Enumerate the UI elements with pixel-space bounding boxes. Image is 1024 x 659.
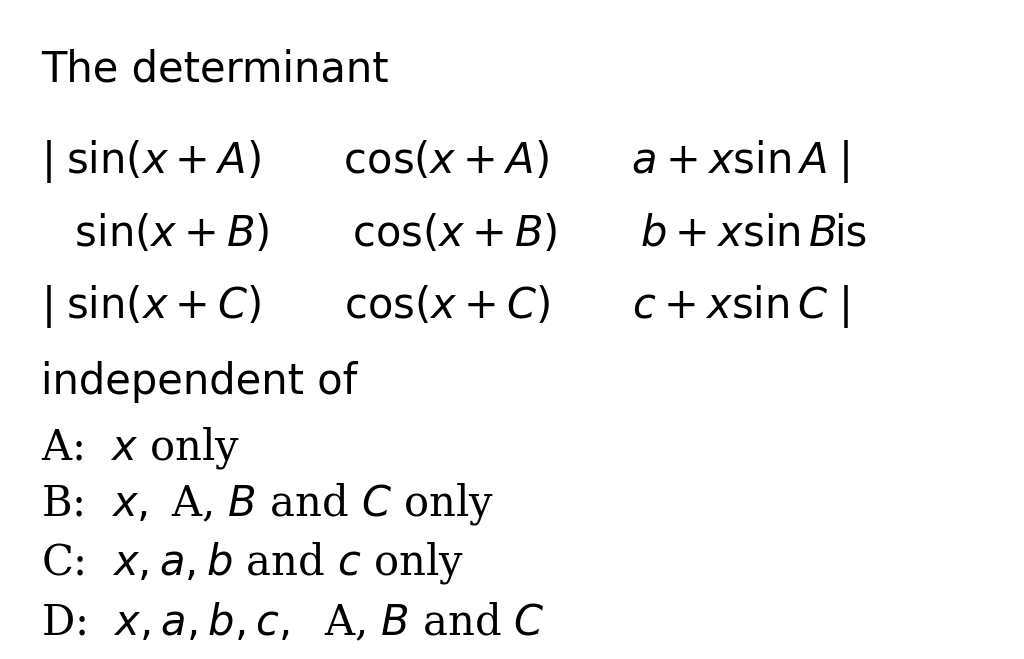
Text: The determinant: The determinant [41,48,388,90]
Text: independent of: independent of [41,361,357,403]
Text: $\;\;\; \sin(x+B) \qquad \cos(x+B) \qquad b + x\sin B$: $\;\;\; \sin(x+B) \qquad \cos(x+B) \qqua… [41,213,837,255]
Text: D:  $x, a, b, c, \;$ A, $B$ and $C$: D: $x, a, b, c, \;$ A, $B$ and $C$ [41,602,545,644]
Text: $|\; \sin(x+C) \qquad \cos(x+C) \qquad c + x\sin C \;|$: $|\; \sin(x+C) \qquad \cos(x+C) \qquad c… [41,283,849,330]
Text: A:  $x$ only: A: $x$ only [41,425,241,471]
Text: is: is [835,213,867,255]
Text: C:  $x, a, b$ and $c$ only: C: $x, a, b$ and $c$ only [41,540,464,587]
Text: $|\; \sin(x+A) \qquad \cos(x+A) \qquad a + x\sin A \;|$: $|\; \sin(x+A) \qquad \cos(x+A) \qquad a… [41,138,850,185]
Text: B:  $x,$ A, $B$ and $C$ only: B: $x,$ A, $B$ and $C$ only [41,481,494,527]
